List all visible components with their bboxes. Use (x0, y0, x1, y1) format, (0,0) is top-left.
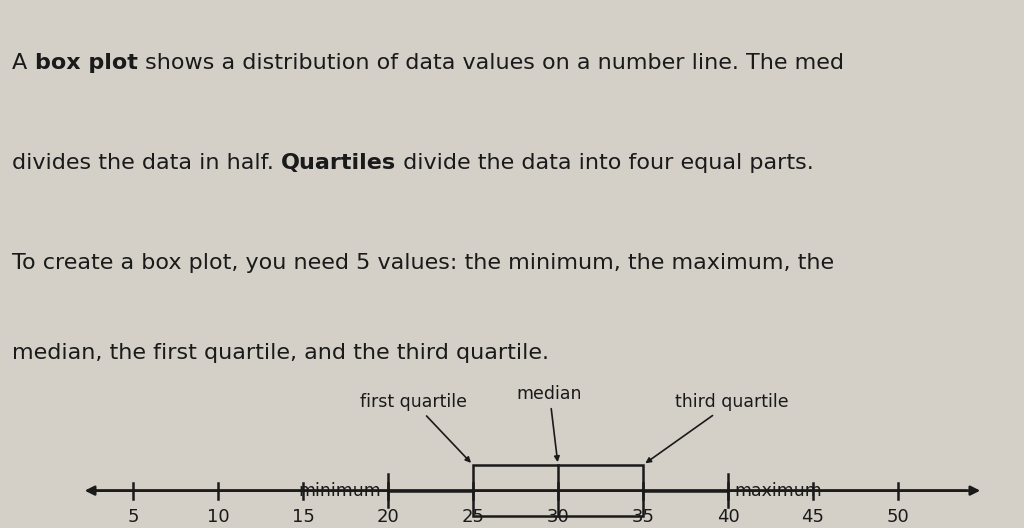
Text: third quartile: third quartile (647, 393, 788, 462)
Text: median: median (517, 385, 583, 460)
Text: 50: 50 (887, 508, 909, 526)
Text: first quartile: first quartile (360, 393, 470, 461)
Text: median, the first quartile, and the third quartile.: median, the first quartile, and the thir… (12, 343, 549, 363)
Text: maximum: maximum (735, 482, 822, 499)
Text: divides the data in half.: divides the data in half. (12, 153, 282, 173)
Text: 35: 35 (632, 508, 654, 526)
Text: 45: 45 (802, 508, 824, 526)
Text: To create a box plot, you need 5 values: the minimum, the maximum, the: To create a box plot, you need 5 values:… (12, 253, 835, 274)
Bar (473, 465, 643, 516)
Text: minimum: minimum (298, 482, 381, 499)
Text: 5: 5 (127, 508, 138, 526)
Text: 15: 15 (292, 508, 314, 526)
Text: 30: 30 (547, 508, 569, 526)
Text: shows a distribution of data values on a number line. The med: shows a distribution of data values on a… (137, 53, 844, 73)
Text: divide the data into four equal parts.: divide the data into four equal parts. (396, 153, 814, 173)
Text: A: A (12, 53, 35, 73)
Text: 20: 20 (377, 508, 399, 526)
Text: box plot: box plot (35, 53, 137, 73)
Text: 25: 25 (462, 508, 484, 526)
Text: 10: 10 (207, 508, 229, 526)
Text: Quartiles: Quartiles (282, 153, 396, 173)
Text: 40: 40 (717, 508, 739, 526)
